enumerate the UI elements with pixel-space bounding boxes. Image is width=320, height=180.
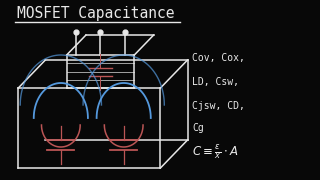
Text: MOSFET Capacitance: MOSFET Capacitance bbox=[17, 6, 174, 21]
Text: Cjsw, CD,: Cjsw, CD, bbox=[192, 101, 245, 111]
Text: $C \equiv \frac{\varepsilon}{x} \cdot A$: $C \equiv \frac{\varepsilon}{x} \cdot A$ bbox=[192, 143, 239, 161]
Text: LD, Csw,: LD, Csw, bbox=[192, 77, 239, 87]
Text: Cov, Cox,: Cov, Cox, bbox=[192, 53, 245, 63]
Text: Cg: Cg bbox=[192, 123, 204, 133]
